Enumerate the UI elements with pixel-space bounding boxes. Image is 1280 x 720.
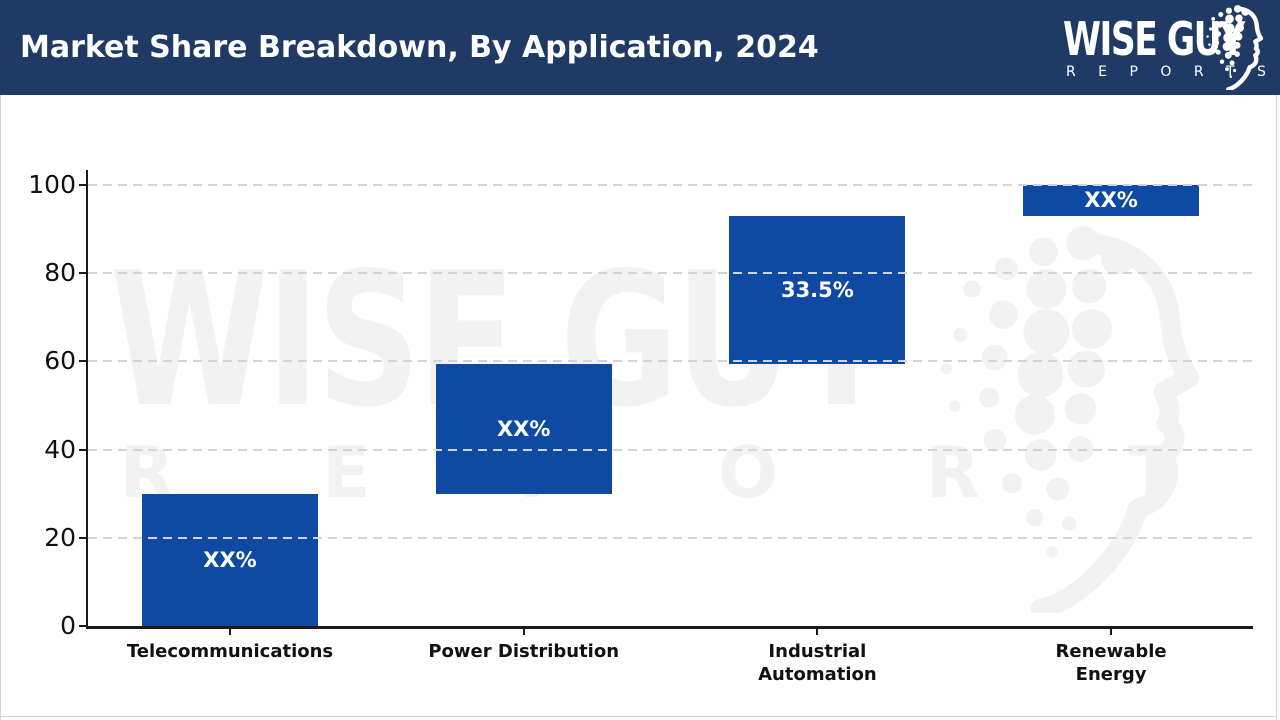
y-axis-tick-label: 60 — [44, 346, 76, 376]
x-axis-label: Renewable Energy — [1055, 641, 1167, 685]
frame-border-left — [0, 95, 1, 720]
x-axis-label: Power Distribution — [428, 641, 620, 662]
chart-area: WISE GUY R E P O R T S XX%Telecommunicat… — [0, 95, 1280, 720]
bar-industrial-automation — [729, 215, 906, 364]
gridline — [88, 184, 1253, 186]
x-axis-tick — [1110, 626, 1113, 635]
y-axis-tick — [79, 184, 88, 186]
y-axis-tick-label: 100 — [28, 170, 76, 199]
logo-subtitle: R E P O R T S — [1066, 64, 1275, 80]
x-axis-label: Industrial Automation — [758, 641, 877, 685]
x-axis-label: Telecommunications — [126, 641, 334, 662]
page-title: Market Share Breakdown, By Application, … — [20, 30, 819, 65]
y-axis-tick-label: 40 — [44, 434, 76, 464]
bar-value-label: 33.5% — [780, 277, 854, 302]
bar-value-label: XX% — [496, 416, 551, 441]
frame-border-bottom — [0, 716, 1277, 717]
y-axis-tick — [79, 272, 88, 275]
x-axis-tick — [816, 626, 819, 635]
y-axis-tick-label: 0 — [60, 611, 76, 640]
y-axis-tick-label: 80 — [44, 258, 76, 288]
y-axis-tick — [79, 360, 88, 363]
bar-value-label: XX% — [203, 547, 257, 572]
logo-text: WISE GUY R E P O R T S — [1063, 16, 1275, 80]
gridline — [88, 536, 1253, 539]
frame-border-right — [1276, 95, 1277, 720]
y-axis-tick — [79, 536, 88, 539]
x-axis-tick — [229, 626, 231, 635]
y-axis-tick — [79, 448, 88, 451]
y-axis — [86, 170, 88, 628]
y-axis-tick — [79, 625, 88, 627]
bar-power-distribution — [435, 363, 612, 494]
bar-telecommunications — [142, 493, 318, 626]
bar-value-label: XX% — [1084, 188, 1138, 213]
gridline — [88, 272, 1253, 275]
brand-logo: WISE GUY R E P O R T S — [1063, 0, 1266, 95]
gridline — [88, 448, 1253, 451]
x-axis — [86, 626, 1253, 629]
bar-renewable-energy — [1023, 185, 1200, 216]
header-bar: Market Share Breakdown, By Application, … — [0, 0, 1280, 95]
x-axis-tick — [522, 626, 525, 635]
gridline — [88, 360, 1253, 363]
y-axis-tick-label: 20 — [44, 522, 76, 552]
